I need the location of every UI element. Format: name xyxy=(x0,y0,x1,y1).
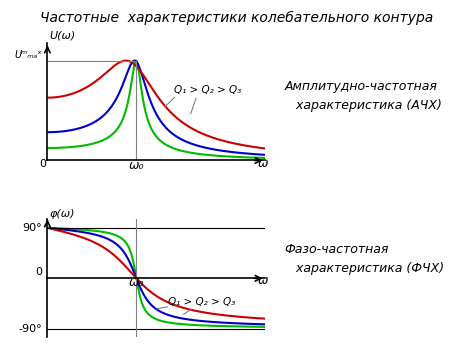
Text: U(ω): U(ω) xyxy=(49,31,75,40)
Text: Uᵐₘₐˣ: Uᵐₘₐˣ xyxy=(14,50,42,60)
Text: ω₀: ω₀ xyxy=(128,276,144,289)
Text: 0: 0 xyxy=(39,159,46,169)
Text: 90°: 90° xyxy=(22,223,42,233)
Text: -90°: -90° xyxy=(18,324,42,334)
Text: Частотные  характеристики колебательного контура: Частотные характеристики колебательного … xyxy=(40,11,434,25)
Text: Фазо-частотная
   характеристика (ФЧХ): Фазо-частотная характеристика (ФЧХ) xyxy=(284,243,445,275)
Text: ω₀: ω₀ xyxy=(128,159,144,173)
Text: ω: ω xyxy=(257,158,268,170)
Text: φ(ω): φ(ω) xyxy=(49,209,75,219)
Text: Q₁ > Q₂ > Q₃: Q₁ > Q₂ > Q₃ xyxy=(174,84,241,94)
Text: Амплитудно-частотная
   характеристика (АЧХ): Амплитудно-частотная характеристика (АЧХ… xyxy=(284,80,442,112)
Text: 0: 0 xyxy=(35,267,42,277)
Text: ω: ω xyxy=(257,274,268,287)
Text: Q₁ > Q₂ > Q₃: Q₁ > Q₂ > Q₃ xyxy=(167,297,235,307)
